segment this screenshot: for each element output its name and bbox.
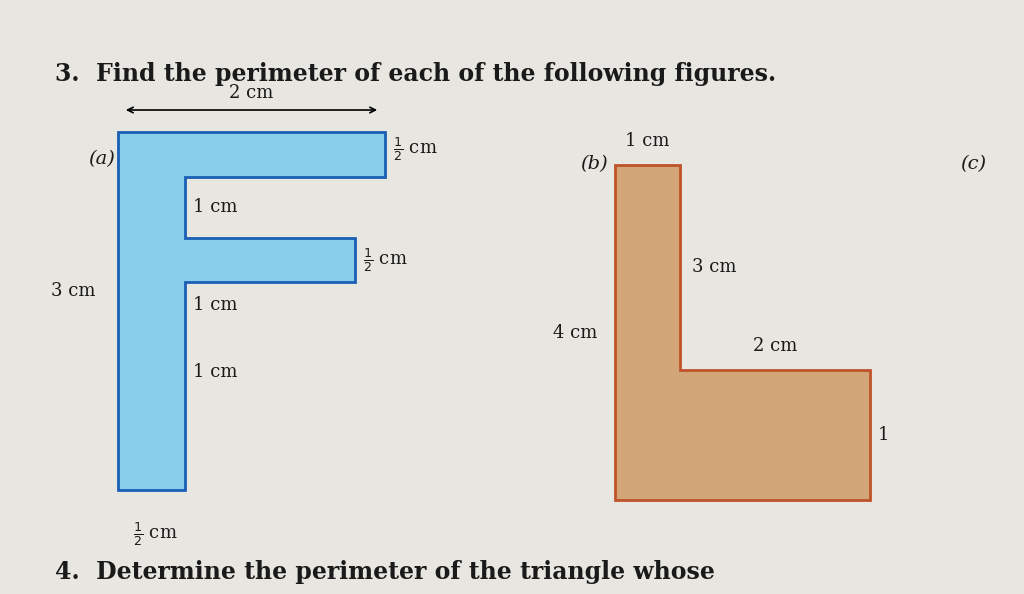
Text: $\frac{1}{2}$ cm: $\frac{1}{2}$ cm: [393, 135, 437, 163]
Text: (b): (b): [580, 155, 608, 173]
Text: (c): (c): [961, 155, 986, 173]
Text: 1 cm: 1 cm: [626, 132, 670, 150]
Polygon shape: [118, 132, 385, 490]
Text: 3 cm: 3 cm: [51, 282, 95, 300]
Text: 4 cm: 4 cm: [553, 324, 597, 342]
Text: (a): (a): [88, 150, 115, 168]
Text: 1 cm: 1 cm: [193, 295, 238, 314]
Text: 1 cm: 1 cm: [193, 363, 238, 381]
Polygon shape: [615, 165, 870, 500]
Text: 1 cm: 1 cm: [193, 198, 238, 216]
Text: 4.  Determine the perimeter of the triangle whose: 4. Determine the perimeter of the triang…: [55, 560, 715, 584]
Text: 3 cm: 3 cm: [692, 258, 736, 276]
Text: 2 cm: 2 cm: [753, 337, 798, 355]
Text: $\frac{1}{2}$ cm: $\frac{1}{2}$ cm: [362, 246, 408, 274]
Text: $\frac{1}{2}$ cm: $\frac{1}{2}$ cm: [133, 520, 177, 548]
Text: 3.  Find the perimeter of each of the following figures.: 3. Find the perimeter of each of the fol…: [55, 62, 776, 86]
Text: 1: 1: [878, 426, 890, 444]
Text: 2 cm: 2 cm: [229, 84, 273, 102]
